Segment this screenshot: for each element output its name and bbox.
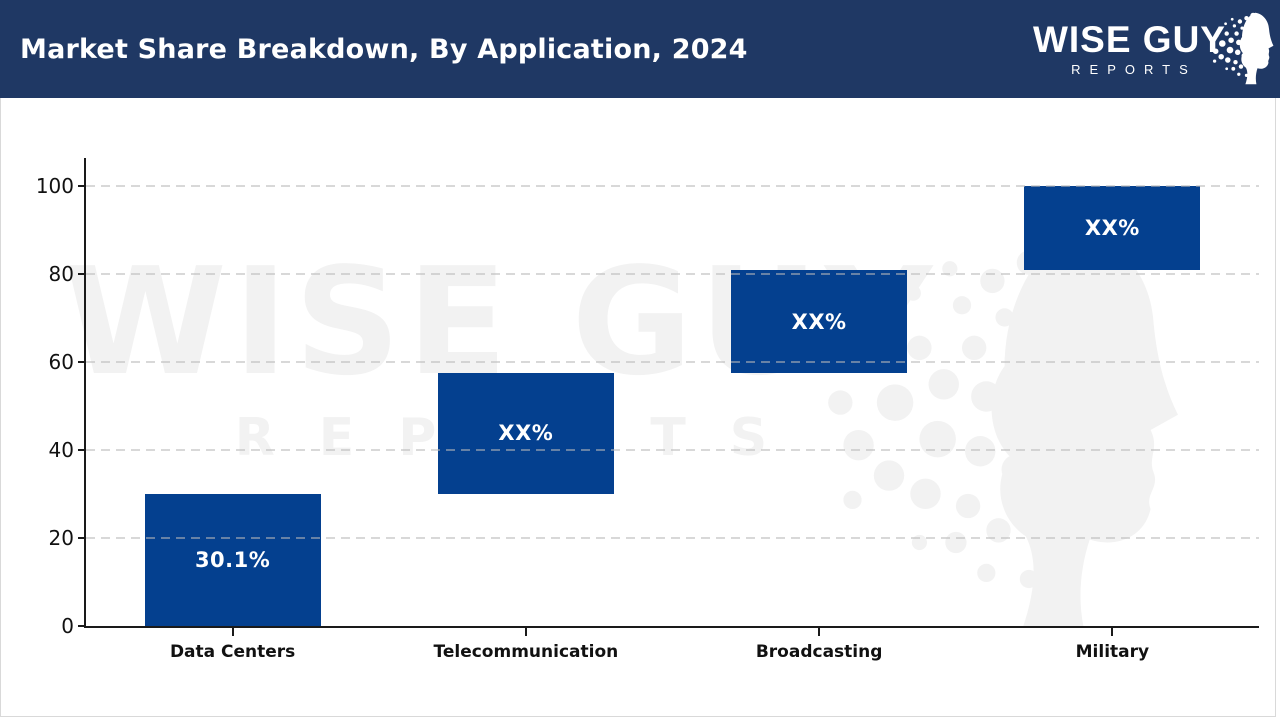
x-category-label-3: Military (1075, 642, 1150, 662)
gridline-40 (86, 449, 1259, 451)
gridline-100 (86, 185, 1259, 187)
brand-name: WISE GUY (1032, 19, 1226, 60)
x-tick-3 (1111, 628, 1114, 636)
brand-face-icon (1210, 12, 1274, 85)
y-tick-label-0: 0 (61, 614, 74, 638)
bar-2: XX% (731, 270, 908, 373)
y-tick-label-80: 80 (48, 262, 74, 286)
bar-value-label-1: XX% (498, 421, 554, 446)
gridline-80 (86, 273, 1259, 275)
y-tick-0 (78, 625, 86, 627)
header: Market Share Breakdown, By Application, … (0, 0, 1280, 98)
y-axis (84, 158, 86, 628)
y-tick-label-20: 20 (48, 526, 74, 550)
y-tick-100 (78, 185, 86, 187)
brand-tagline: REPORTS (1071, 62, 1197, 77)
y-tick-40 (78, 449, 86, 451)
x-category-label-2: Broadcasting (755, 642, 883, 662)
gridline-20 (86, 537, 1259, 539)
x-tick-2 (818, 628, 821, 636)
y-tick-label-60: 60 (48, 350, 74, 374)
gridline-60 (86, 361, 1259, 363)
brand-logo-text: WISE GUY REPORTS (1033, 21, 1226, 77)
bar-3: XX% (1024, 186, 1201, 271)
x-axis (84, 626, 1259, 628)
y-tick-60 (78, 361, 86, 363)
y-tick-label-40: 40 (48, 438, 74, 462)
y-tick-20 (78, 537, 86, 539)
x-category-label-1: Telecommunication (433, 642, 619, 662)
bar-value-label-0: 30.1% (194, 547, 271, 572)
bar-0: 30.1% (144, 493, 321, 626)
x-tick-1 (524, 628, 527, 636)
x-tick-0 (231, 628, 234, 636)
bar-value-label-3: XX% (1084, 216, 1140, 241)
brand-logo: WISE GUY REPORTS (1033, 0, 1274, 98)
bar-value-label-2: XX% (791, 309, 847, 334)
page-title: Market Share Breakdown, By Application, … (20, 33, 748, 65)
y-tick-80 (78, 273, 86, 275)
bar-1: XX% (437, 373, 614, 494)
plot-region: 0 20 40 60 80 100 30.1% Data Centers XX% Telecomm… (1, 98, 1275, 715)
x-category-label-0: Data Centers (169, 642, 296, 662)
y-tick-label-100: 100 (35, 174, 74, 198)
